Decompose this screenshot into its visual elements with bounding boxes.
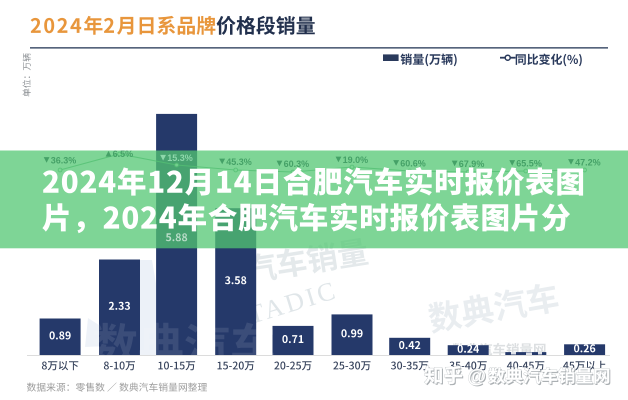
svg-text:47.2%: 47.2% xyxy=(575,157,601,167)
svg-text:45.3%: 45.3% xyxy=(226,157,252,167)
svg-text:60.6%: 60.6% xyxy=(400,158,426,168)
svg-text:@: @ xyxy=(469,368,488,389)
svg-text:65.5%: 65.5% xyxy=(516,158,542,168)
svg-text:67.9%: 67.9% xyxy=(459,159,485,169)
svg-text:19.0%: 19.0% xyxy=(343,155,369,165)
svg-text:36.3%: 36.3% xyxy=(51,155,77,165)
svg-text:15.3%: 15.3% xyxy=(167,153,193,163)
svg-text:@: @ xyxy=(468,366,487,387)
svg-text:6.5%: 6.5% xyxy=(113,149,134,159)
svg-text:60.3%: 60.3% xyxy=(284,159,310,169)
